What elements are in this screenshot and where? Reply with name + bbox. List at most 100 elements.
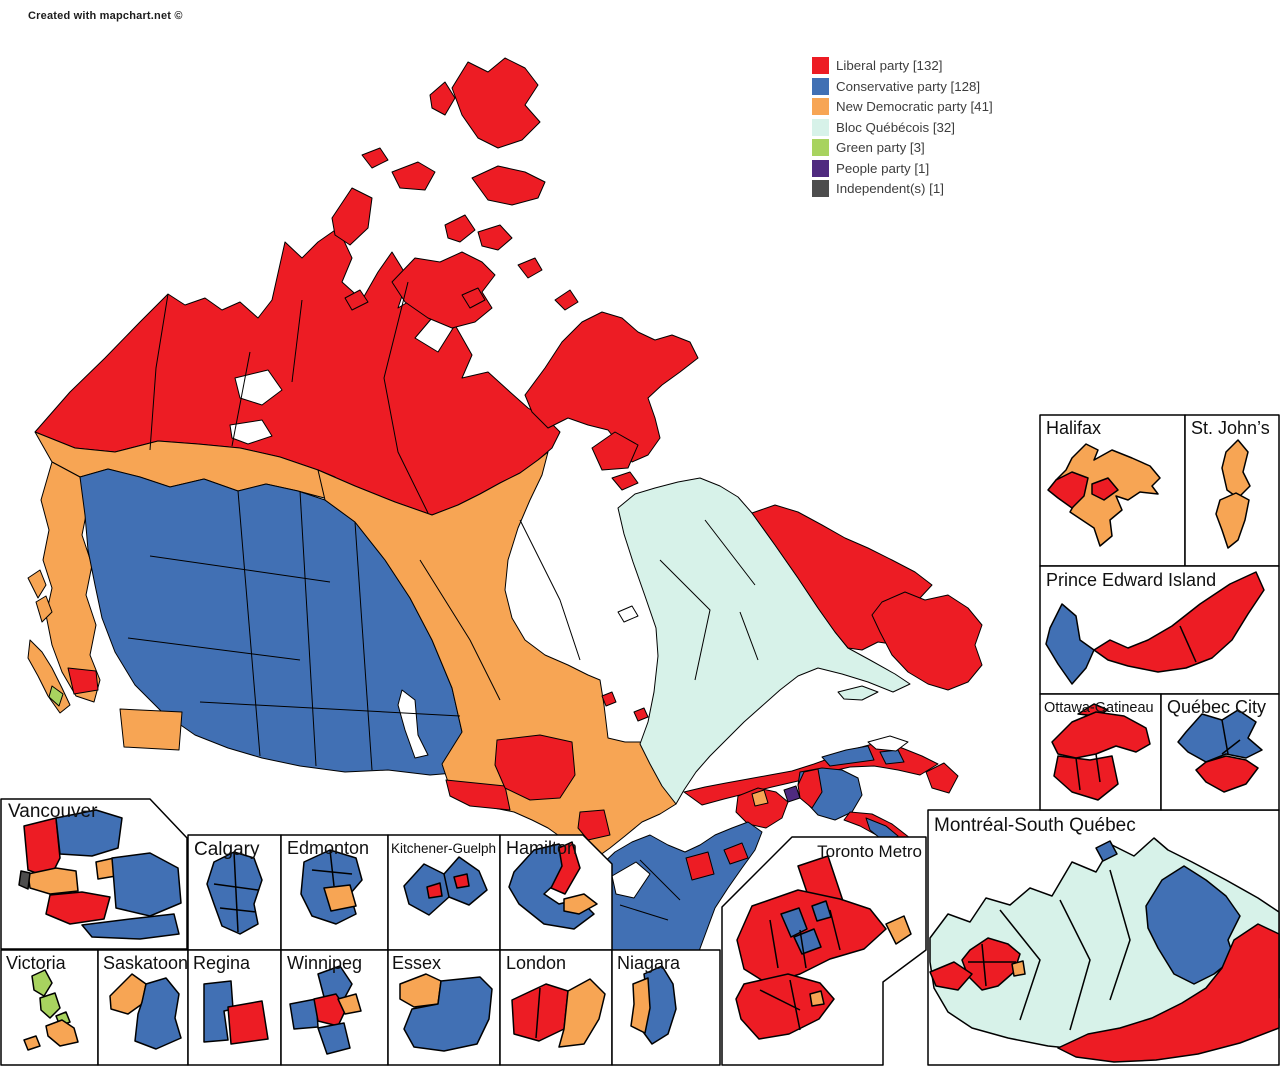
riding-ottawa-red [735,787,789,829]
island-haida-gwaii-s [35,595,53,623]
legend-label: People party [1] [836,160,930,176]
border-line [519,519,581,661]
riding-shape [426,882,443,899]
island-small-1 [554,289,579,311]
border-line [799,929,807,969]
riding-shape [317,1022,351,1055]
riding-shape [453,873,470,889]
inset-label-hamilton: Hamilton [506,838,577,858]
inset-victoria: Victoria [0,949,99,1066]
riding-shape [227,1000,269,1045]
island-king-william [461,287,486,309]
inset-label-halifax: Halifax [1046,418,1101,438]
riding-shape [313,993,347,1027]
legend-item-bloc: Bloc Québécois [32] [812,118,993,136]
island-ellesmere [451,57,541,149]
legend-item-independent: Independent(s) [1] [812,180,993,197]
riding-shape [558,978,606,1048]
riding-shape [1195,755,1259,793]
inset-montreal: Montréal-South Québec [927,809,1280,1066]
riding-victoria-green [48,685,64,707]
riding-shape [563,893,598,915]
riding-shape [39,992,61,1019]
inset-label-vancouver: Vancouver [8,801,98,822]
island-small-2 [517,257,543,279]
riding-shape [885,915,912,945]
inset-essex: Essex [387,949,501,1066]
legend-item-liberal: Liberal party [132] [812,57,993,74]
border-line [1221,719,1229,755]
riding-shape [289,998,319,1030]
inset-saskatoon: Saskatoon [97,949,189,1066]
island-devon [471,165,546,206]
riding-shape [337,993,362,1015]
riding-shape [821,745,875,767]
region-northern-ontario [317,451,677,859]
island-somerset [477,224,513,251]
legend-label: Green party [3] [836,140,925,155]
inset-toronto: Toronto Metro [721,836,927,1066]
island-banks [331,187,373,246]
border-line [981,943,987,987]
people-swatch [812,159,829,177]
inset-st-johns: St. John’s [1184,414,1280,567]
lake-great-slave [229,419,273,445]
border-line [311,869,353,875]
riding-shape [27,867,79,895]
riding-shape [317,965,353,1000]
riding-shape [780,907,808,938]
legend-label: Liberal party [132] [836,58,943,73]
border-line [127,637,301,661]
island-pei-outline [867,735,909,752]
legend-item-conservative: Conservative party [128] [812,77,993,95]
island-coats [611,471,639,491]
border-line [739,611,759,661]
inset-niagara: Niagara [611,949,721,1066]
island-baffin [524,311,699,463]
border-line [639,859,681,901]
riding-people-party [783,785,801,803]
island-southampton [591,431,639,471]
border-line [354,521,373,771]
riding-shape [1011,960,1026,977]
inset-label-quebec-city: Québec City [1167,697,1266,717]
riding-shape [1057,923,1280,1063]
border-line [299,490,317,767]
border-line [704,519,756,586]
riding-vancouver-red [67,667,99,695]
riding-thunder-bay-red [445,779,511,811]
island-belcher [617,605,639,623]
border-line [291,299,303,383]
riding-shape [206,851,263,935]
inset-calgary: Calgary [187,834,282,951]
border-line [383,281,429,514]
inset-kitchener-guelph: Kitchener-Guelph [387,834,501,951]
riding-shape [723,842,749,865]
riding-shape [1215,492,1250,549]
inset-label-niagara: Niagara [617,953,681,973]
riding-shape [81,913,180,940]
border-line [149,555,331,583]
border-line [213,883,259,891]
inset-label-saskatoon: Saskatoon [103,953,188,973]
region-newfoundland [871,591,983,691]
inset-regina: Regina [187,949,282,1066]
inset-ottawa-gatineau: Ottawa-Gatineau [1039,693,1162,811]
border-line [1075,757,1081,791]
main-map [27,57,983,1023]
bloc-swatch [812,118,829,136]
inset-label-essex: Essex [392,953,441,973]
border-line [199,701,461,717]
riding-montreal-cluster [961,937,1021,991]
region-bc [27,431,336,714]
riding-shape [550,841,581,895]
riding-shape [323,884,357,912]
riding-shape [1045,603,1095,685]
riding-shape [40,461,101,703]
riding-shape [871,591,983,691]
border-line [829,909,841,951]
conservative-swatch [812,77,829,95]
border-line [759,989,801,1011]
border-line [789,979,801,1031]
riding-shape [809,990,825,1007]
